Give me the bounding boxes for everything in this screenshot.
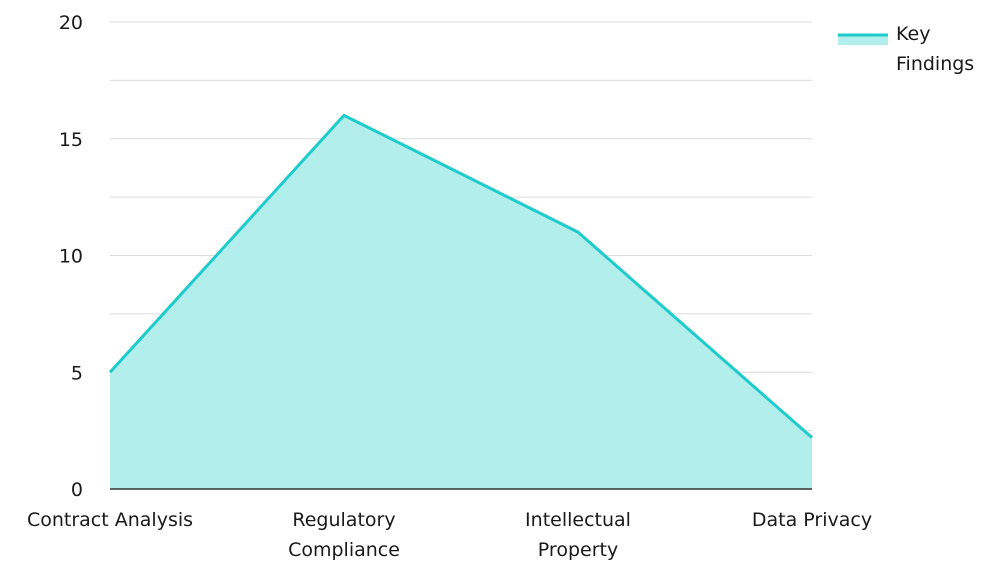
- y-tick-label: 15: [59, 129, 83, 151]
- y-tick-labels: 0 5 10 15 20: [59, 12, 83, 501]
- y-tick-label: 20: [59, 12, 83, 34]
- y-tick-label: 0: [71, 479, 83, 501]
- y-tick-label: 5: [71, 362, 83, 384]
- x-tick-label: Data Privacy: [752, 509, 872, 531]
- x-tick-label: Contract Analysis: [27, 509, 193, 531]
- y-tick-label: 10: [59, 246, 83, 268]
- series-area-fill: [110, 115, 812, 489]
- series-area-layer: [110, 115, 812, 489]
